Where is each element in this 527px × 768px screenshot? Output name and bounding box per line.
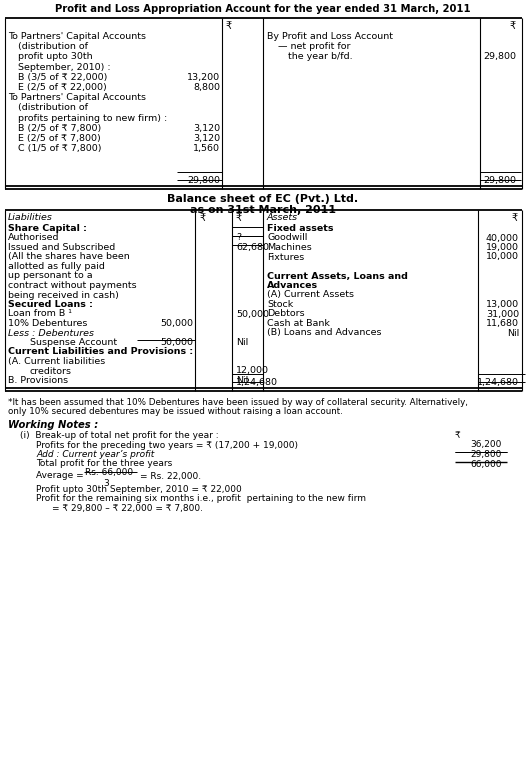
- Text: allotted as fully paid: allotted as fully paid: [8, 262, 105, 271]
- Text: 1,24,680: 1,24,680: [236, 378, 278, 387]
- Text: ₹: ₹: [455, 431, 461, 440]
- Text: (distribution of: (distribution of: [18, 104, 88, 112]
- Text: (All the shares have been: (All the shares have been: [8, 253, 130, 261]
- Text: Debtors: Debtors: [267, 310, 305, 319]
- Text: 1,560: 1,560: [193, 144, 220, 153]
- Text: 66,000: 66,000: [471, 459, 502, 468]
- Text: September, 2010) :: September, 2010) :: [18, 63, 111, 71]
- Text: the year b/fd.: the year b/fd.: [288, 52, 353, 61]
- Text: Secured Loans :: Secured Loans :: [8, 300, 93, 309]
- Text: B. Provisions: B. Provisions: [8, 376, 68, 385]
- Text: To Partners' Capital Accounts: To Partners' Capital Accounts: [8, 32, 146, 41]
- Text: 29,800: 29,800: [483, 52, 516, 61]
- Text: ₹: ₹: [226, 21, 232, 31]
- Text: Authorised: Authorised: [8, 233, 60, 243]
- Text: Assets: Assets: [267, 213, 298, 222]
- Text: 10% Debentures: 10% Debentures: [8, 319, 87, 328]
- Text: Nil: Nil: [507, 329, 519, 337]
- Text: Profit upto 30th September, 2010 = ₹ 22,000: Profit upto 30th September, 2010 = ₹ 22,…: [36, 485, 242, 494]
- Text: 3,120: 3,120: [193, 124, 220, 133]
- Text: Suspense Account: Suspense Account: [30, 338, 117, 347]
- Text: contract without payments: contract without payments: [8, 281, 136, 290]
- Text: 10,000: 10,000: [486, 253, 519, 261]
- Text: = Rs. 22,000.: = Rs. 22,000.: [140, 472, 201, 481]
- Text: By Profit and Loss Account: By Profit and Loss Account: [267, 32, 393, 41]
- Text: ₹: ₹: [510, 21, 516, 31]
- Text: 13,200: 13,200: [187, 73, 220, 82]
- Text: Profit for the remaining six months i.e., profit  pertaining to the new firm: Profit for the remaining six months i.e.…: [36, 494, 366, 503]
- Text: 50,000: 50,000: [236, 310, 269, 319]
- Text: 1,24,680: 1,24,680: [477, 378, 519, 387]
- Text: Machines: Machines: [267, 243, 312, 252]
- Text: Working Notes :: Working Notes :: [8, 420, 98, 430]
- Text: Advances: Advances: [267, 281, 318, 290]
- Text: Loan from B ¹: Loan from B ¹: [8, 310, 72, 319]
- Text: Liabilities: Liabilities: [8, 213, 53, 222]
- Text: 40,000: 40,000: [486, 233, 519, 243]
- Text: Cash at Bank: Cash at Bank: [267, 319, 330, 328]
- Text: ₹: ₹: [236, 213, 242, 223]
- Text: Fixtures: Fixtures: [267, 253, 304, 261]
- Text: 50,000: 50,000: [160, 319, 193, 328]
- Text: B (2/5 of ₹ 7,800): B (2/5 of ₹ 7,800): [18, 124, 101, 133]
- Text: (B) Loans and Advances: (B) Loans and Advances: [267, 329, 382, 337]
- Text: 11,680: 11,680: [486, 319, 519, 328]
- Text: 3,120: 3,120: [193, 134, 220, 143]
- Text: 8,800: 8,800: [193, 83, 220, 92]
- Text: Profits for the preceding two years = ₹ (17,200 + 19,000): Profits for the preceding two years = ₹ …: [36, 441, 298, 449]
- Text: — net profit for: — net profit for: [278, 42, 350, 51]
- Text: 29,800: 29,800: [187, 176, 220, 185]
- Text: up personant to a: up personant to a: [8, 272, 93, 280]
- Text: 29,800: 29,800: [471, 450, 502, 459]
- Text: = ₹ 29,800 – ₹ 22,000 = ₹ 7,800.: = ₹ 29,800 – ₹ 22,000 = ₹ 7,800.: [52, 504, 203, 512]
- Text: as on 31st March, 2011: as on 31st March, 2011: [190, 205, 336, 215]
- Text: Issued and Subscribed: Issued and Subscribed: [8, 243, 115, 252]
- Text: (A. Current liabilities: (A. Current liabilities: [8, 357, 105, 366]
- Text: E (2/5 of ₹ 7,800): E (2/5 of ₹ 7,800): [18, 134, 101, 143]
- Text: ₹: ₹: [512, 213, 518, 223]
- Text: Less : Debentures: Less : Debentures: [8, 329, 94, 337]
- Text: being received in cash): being received in cash): [8, 290, 119, 300]
- Text: only 10% secured debentures may be issued without raising a loan account.: only 10% secured debentures may be issue…: [8, 407, 343, 416]
- Text: Total profit for the three years: Total profit for the three years: [36, 459, 172, 468]
- Text: (i)  Break-up of total net profit for the year :: (i) Break-up of total net profit for the…: [20, 431, 219, 440]
- Text: 62,680: 62,680: [236, 243, 269, 252]
- Text: Balance sheet of EC (Pvt.) Ltd.: Balance sheet of EC (Pvt.) Ltd.: [168, 194, 358, 204]
- Text: 31,000: 31,000: [486, 310, 519, 319]
- Text: Stock: Stock: [267, 300, 293, 309]
- Text: 36,200: 36,200: [471, 441, 502, 449]
- Text: Average =: Average =: [36, 472, 86, 481]
- Text: E (2/5 of ₹ 22,000): E (2/5 of ₹ 22,000): [18, 83, 107, 92]
- Text: 13,000: 13,000: [486, 300, 519, 309]
- Text: Current Liabilities and Provisions :: Current Liabilities and Provisions :: [8, 347, 193, 356]
- Text: (distribution of: (distribution of: [18, 42, 88, 51]
- Text: 50,000: 50,000: [160, 338, 193, 347]
- Text: Nil: Nil: [236, 338, 248, 347]
- Text: profit upto 30th: profit upto 30th: [18, 52, 93, 61]
- Text: ₹: ₹: [199, 213, 205, 223]
- Text: Goodwill: Goodwill: [267, 233, 307, 243]
- Text: Share Capital :: Share Capital :: [8, 224, 87, 233]
- Text: 3: 3: [103, 479, 109, 488]
- Text: 19,000: 19,000: [486, 243, 519, 252]
- Text: B (3/5 of ₹ 22,000): B (3/5 of ₹ 22,000): [18, 73, 108, 82]
- Text: Rs. 66,000: Rs. 66,000: [85, 468, 133, 476]
- Text: Profit and Loss Appropriation Account for the year ended 31 March, 2011: Profit and Loss Appropriation Account fo…: [55, 4, 471, 14]
- Text: Fixed assets: Fixed assets: [267, 224, 334, 233]
- Text: 29,800: 29,800: [483, 176, 516, 185]
- Text: ?: ?: [236, 233, 241, 243]
- Text: To Partners' Capital Accounts: To Partners' Capital Accounts: [8, 93, 146, 102]
- Text: Nil: Nil: [236, 376, 248, 385]
- Text: profits pertaining to new firm) :: profits pertaining to new firm) :: [18, 114, 167, 123]
- Text: 12,000: 12,000: [236, 366, 269, 376]
- Text: creditors: creditors: [30, 366, 72, 376]
- Text: C (1/5 of ₹ 7,800): C (1/5 of ₹ 7,800): [18, 144, 102, 153]
- Text: Add : Current year’s profit: Add : Current year’s profit: [36, 450, 154, 459]
- Text: *It has been assumed that 10% Debentures have been issued by way of collateral s: *It has been assumed that 10% Debentures…: [8, 398, 468, 407]
- Text: Current Assets, Loans and: Current Assets, Loans and: [267, 272, 408, 280]
- Text: (A) Current Assets: (A) Current Assets: [267, 290, 354, 300]
